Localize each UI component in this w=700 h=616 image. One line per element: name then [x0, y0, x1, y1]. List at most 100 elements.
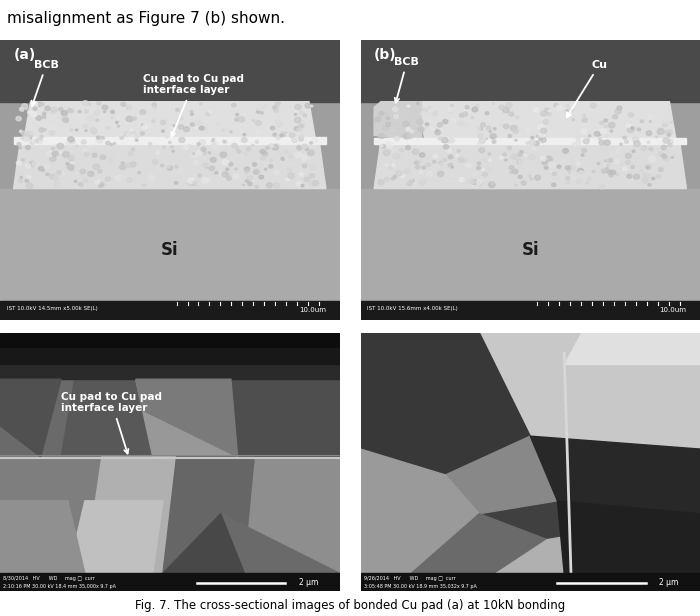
Circle shape	[482, 169, 484, 171]
Circle shape	[657, 128, 664, 134]
Circle shape	[471, 180, 477, 185]
Circle shape	[245, 170, 248, 173]
Circle shape	[393, 153, 400, 159]
Circle shape	[62, 116, 68, 121]
Circle shape	[269, 164, 273, 168]
Circle shape	[391, 177, 395, 180]
Circle shape	[599, 184, 605, 189]
Circle shape	[664, 121, 666, 123]
Circle shape	[160, 164, 164, 167]
Polygon shape	[24, 102, 316, 141]
Circle shape	[576, 179, 582, 184]
Circle shape	[439, 161, 442, 164]
Circle shape	[416, 165, 420, 169]
Circle shape	[510, 126, 517, 131]
Circle shape	[206, 113, 210, 116]
Circle shape	[447, 140, 450, 143]
Circle shape	[22, 136, 28, 140]
Circle shape	[668, 140, 673, 144]
Circle shape	[627, 127, 634, 132]
Bar	[360, 301, 700, 320]
Circle shape	[83, 179, 88, 183]
Circle shape	[518, 153, 522, 156]
Circle shape	[289, 133, 295, 138]
Circle shape	[121, 102, 126, 107]
Circle shape	[447, 148, 452, 153]
Circle shape	[610, 170, 616, 174]
Circle shape	[511, 154, 518, 160]
Circle shape	[78, 110, 81, 113]
Circle shape	[570, 165, 573, 168]
Circle shape	[141, 132, 144, 135]
Circle shape	[475, 104, 480, 108]
Circle shape	[418, 127, 424, 132]
Circle shape	[162, 146, 165, 148]
Circle shape	[126, 120, 130, 123]
Circle shape	[494, 128, 496, 130]
Circle shape	[193, 153, 195, 155]
Circle shape	[144, 164, 148, 168]
Circle shape	[25, 132, 28, 135]
Circle shape	[548, 110, 551, 111]
Circle shape	[70, 168, 74, 171]
Bar	[0, 188, 340, 301]
Circle shape	[571, 176, 576, 180]
Circle shape	[243, 134, 246, 136]
Circle shape	[625, 140, 629, 142]
Circle shape	[261, 156, 264, 158]
Circle shape	[113, 143, 116, 145]
Circle shape	[463, 111, 468, 116]
Circle shape	[222, 160, 229, 165]
Circle shape	[667, 130, 672, 134]
Circle shape	[456, 155, 458, 157]
Circle shape	[617, 106, 622, 110]
Circle shape	[449, 110, 452, 113]
Circle shape	[50, 174, 55, 179]
Circle shape	[302, 144, 307, 149]
Circle shape	[522, 181, 526, 185]
Circle shape	[253, 163, 257, 166]
Polygon shape	[0, 379, 61, 457]
Circle shape	[499, 105, 505, 110]
Circle shape	[195, 121, 202, 125]
Circle shape	[166, 136, 168, 138]
Circle shape	[130, 162, 136, 167]
Circle shape	[99, 155, 104, 159]
Circle shape	[77, 185, 80, 187]
Circle shape	[19, 147, 22, 148]
Circle shape	[66, 163, 69, 165]
Circle shape	[307, 158, 310, 160]
Circle shape	[36, 102, 42, 107]
Circle shape	[71, 162, 74, 164]
Circle shape	[451, 173, 456, 177]
Circle shape	[443, 145, 449, 149]
Circle shape	[472, 182, 476, 186]
Circle shape	[226, 168, 229, 171]
Circle shape	[581, 154, 584, 156]
Circle shape	[30, 140, 35, 144]
Circle shape	[201, 151, 206, 155]
Circle shape	[85, 176, 87, 178]
Circle shape	[393, 107, 398, 111]
Polygon shape	[244, 457, 340, 573]
Circle shape	[540, 132, 545, 137]
Circle shape	[512, 169, 518, 174]
Circle shape	[540, 116, 545, 120]
Circle shape	[659, 168, 663, 171]
Circle shape	[611, 152, 617, 156]
Polygon shape	[220, 514, 340, 573]
Circle shape	[489, 159, 491, 161]
Circle shape	[246, 179, 249, 182]
Circle shape	[407, 105, 410, 107]
Circle shape	[50, 156, 56, 161]
Circle shape	[302, 154, 306, 157]
Circle shape	[256, 105, 263, 110]
Circle shape	[50, 126, 55, 131]
Polygon shape	[13, 141, 326, 188]
Circle shape	[506, 170, 508, 172]
Circle shape	[119, 134, 121, 136]
Circle shape	[416, 120, 423, 124]
Circle shape	[288, 173, 294, 179]
Circle shape	[432, 129, 435, 131]
Circle shape	[148, 142, 152, 145]
